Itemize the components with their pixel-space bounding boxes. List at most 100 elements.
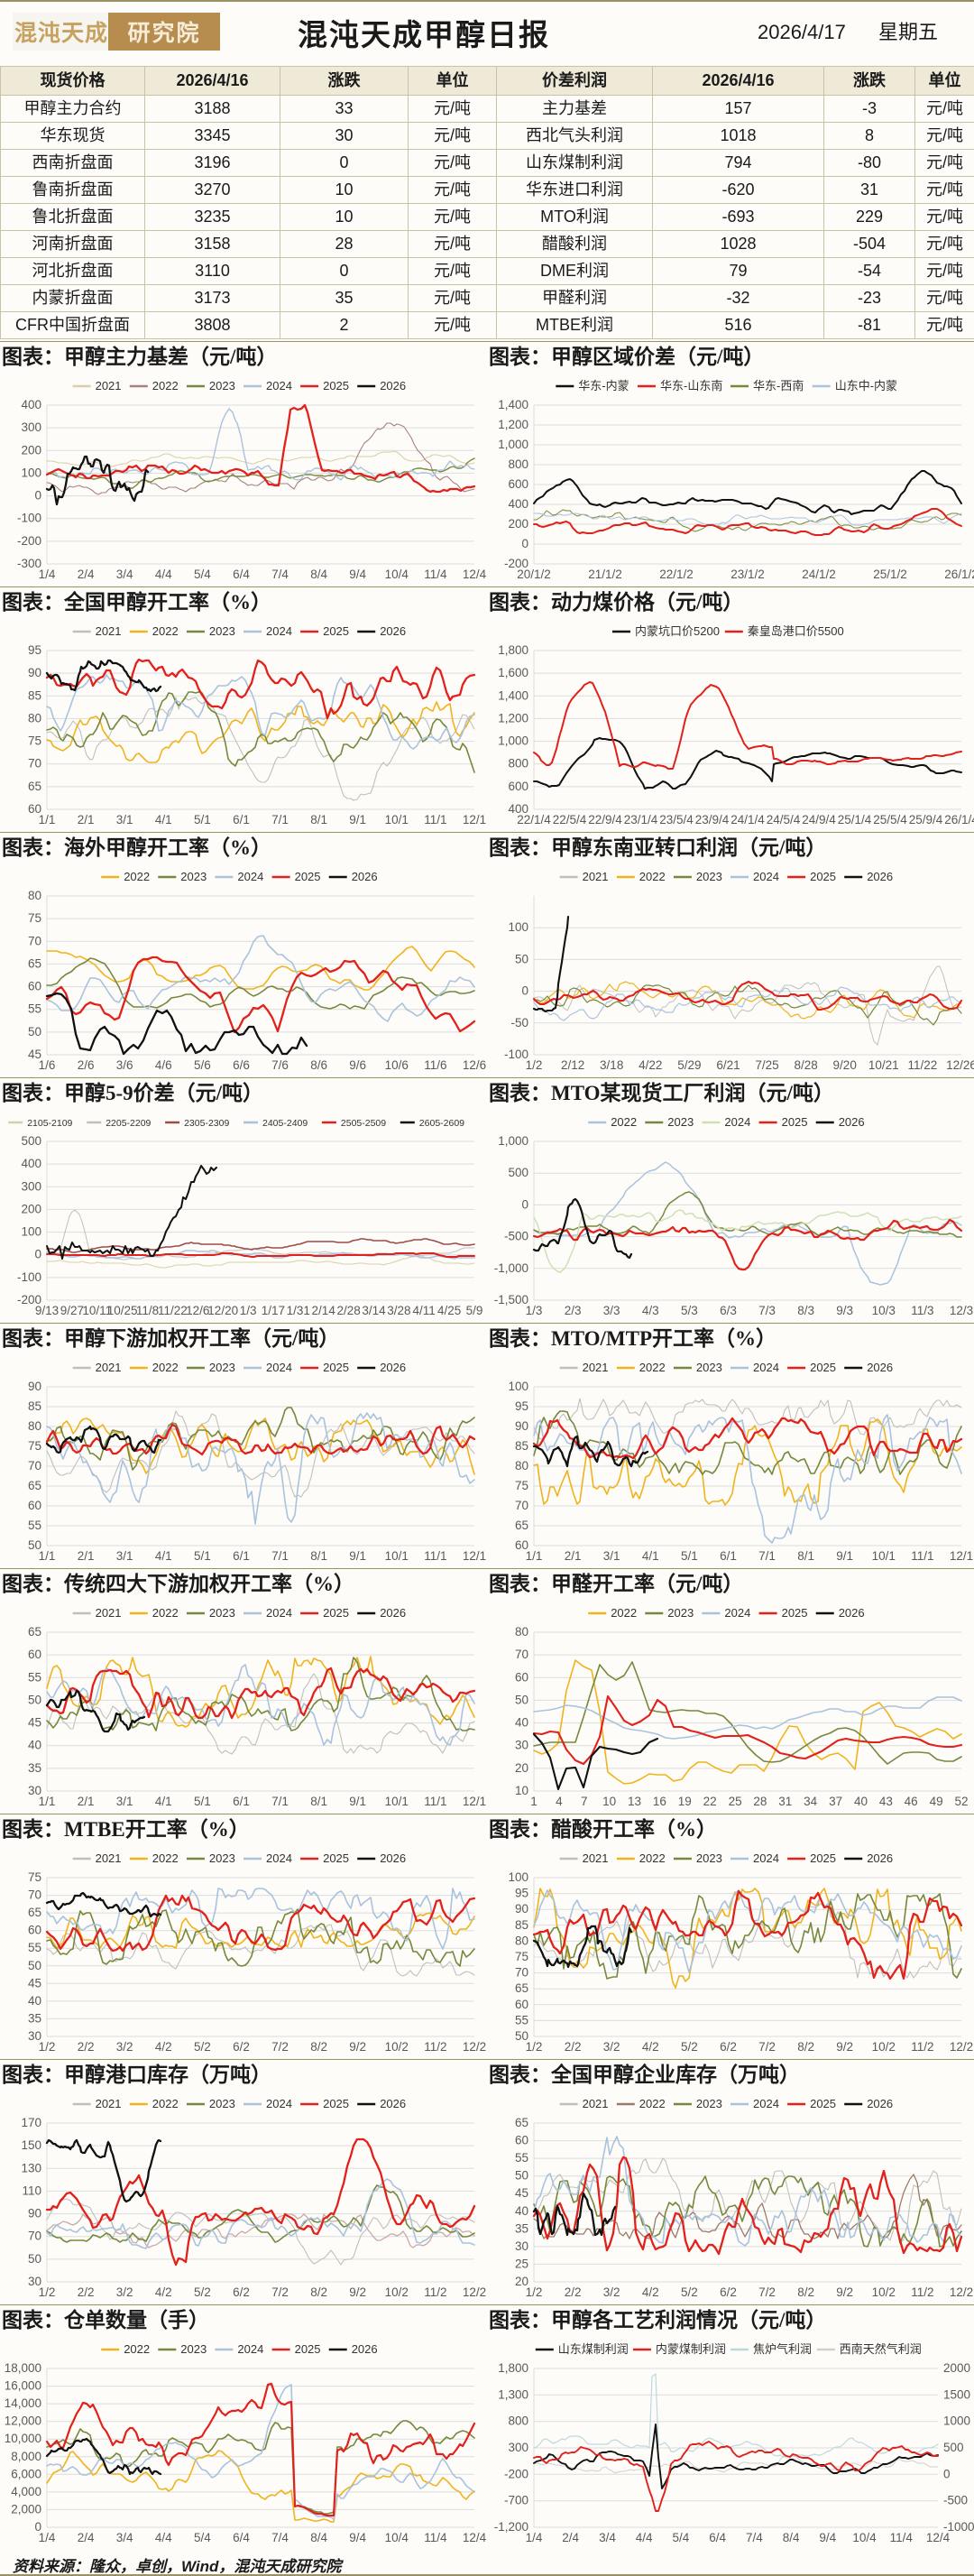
- svg-text:12/6: 12/6: [463, 1058, 486, 1072]
- svg-text:3/4: 3/4: [116, 568, 133, 581]
- svg-text:1/1: 1/1: [39, 1795, 56, 1808]
- svg-text:2023: 2023: [209, 1606, 235, 1620]
- svg-text:46: 46: [905, 1795, 918, 1808]
- svg-text:2025: 2025: [323, 1361, 349, 1374]
- svg-text:11/22: 11/22: [158, 1304, 188, 1317]
- svg-text:图表：MTO/MTP开工率（%）: 图表：MTO/MTP开工率（%）: [489, 1326, 776, 1350]
- svg-text:65: 65: [28, 1906, 41, 1919]
- svg-text:10/6: 10/6: [385, 1058, 409, 1072]
- svg-text:90: 90: [515, 1902, 528, 1916]
- svg-text:12/4: 12/4: [926, 2531, 951, 2544]
- svg-text:图表：甲醇区域价差（元/吨）: 图表：甲醇区域价差（元/吨）: [489, 345, 764, 368]
- svg-text:8/1: 8/1: [797, 1549, 814, 1563]
- svg-text:12/20: 12/20: [207, 1304, 238, 1317]
- svg-text:25/9/4: 25/9/4: [909, 813, 943, 826]
- svg-text:85: 85: [515, 1439, 528, 1453]
- svg-text:1,800: 1,800: [498, 643, 528, 657]
- svg-text:600: 600: [508, 780, 528, 793]
- svg-text:1/17: 1/17: [262, 1304, 285, 1317]
- svg-text:西南天然气利润: 西南天然气利润: [840, 2342, 922, 2356]
- svg-text:35: 35: [28, 2011, 41, 2025]
- svg-text:10/1: 10/1: [385, 813, 409, 826]
- svg-text:5/1: 5/1: [194, 1549, 211, 1563]
- svg-text:16: 16: [653, 1795, 666, 1808]
- svg-text:2/1: 2/1: [78, 1795, 95, 1808]
- svg-text:4/25: 4/25: [437, 1304, 461, 1317]
- svg-text:2024: 2024: [266, 379, 292, 392]
- svg-text:95: 95: [515, 1399, 528, 1413]
- svg-text:65: 65: [515, 2116, 528, 2129]
- svg-text:5/6: 5/6: [194, 1058, 211, 1072]
- svg-text:8/28: 8/28: [794, 1058, 817, 1072]
- svg-text:2026: 2026: [380, 624, 406, 638]
- svg-text:22: 22: [703, 1795, 717, 1808]
- svg-text:26/1/4: 26/1/4: [944, 813, 974, 826]
- svg-text:5/2: 5/2: [194, 2285, 211, 2299]
- svg-text:2021: 2021: [583, 1361, 609, 1374]
- svg-text:6/1: 6/1: [720, 1549, 737, 1563]
- svg-text:-700: -700: [504, 2494, 528, 2507]
- svg-text:0: 0: [943, 2467, 951, 2480]
- svg-text:12/2: 12/2: [950, 2285, 973, 2299]
- svg-text:6/2: 6/2: [720, 2040, 737, 2054]
- svg-text:1500: 1500: [943, 2387, 970, 2401]
- svg-text:1/4: 1/4: [39, 2531, 56, 2544]
- svg-text:2023: 2023: [667, 1115, 694, 1129]
- svg-text:4/1: 4/1: [155, 1795, 172, 1808]
- svg-text:2024: 2024: [237, 2342, 263, 2356]
- svg-text:8/4: 8/4: [310, 2531, 327, 2544]
- svg-text:8/3: 8/3: [797, 1304, 814, 1317]
- svg-text:18,000: 18,000: [5, 2361, 41, 2375]
- svg-text:8/4: 8/4: [310, 568, 327, 581]
- svg-text:2023: 2023: [696, 1361, 722, 1374]
- svg-text:1/31: 1/31: [287, 1304, 310, 1317]
- svg-text:2205-2209: 2205-2209: [106, 1118, 151, 1129]
- svg-text:65: 65: [28, 956, 41, 970]
- svg-text:2023: 2023: [180, 870, 207, 883]
- svg-text:60: 60: [515, 2134, 528, 2147]
- svg-text:7/1: 7/1: [271, 1549, 289, 1563]
- svg-text:12,000: 12,000: [5, 2414, 41, 2428]
- svg-text:70: 70: [28, 2230, 41, 2243]
- svg-text:95: 95: [28, 643, 41, 657]
- svg-text:9/6: 9/6: [349, 1058, 366, 1072]
- svg-text:110: 110: [22, 2184, 41, 2197]
- svg-text:2021: 2021: [96, 379, 122, 392]
- svg-text:10/4: 10/4: [385, 2531, 409, 2544]
- svg-text:85: 85: [515, 1918, 528, 1932]
- svg-text:60: 60: [28, 1499, 41, 1512]
- svg-text:300: 300: [21, 1179, 41, 1193]
- svg-text:2405-2409: 2405-2409: [262, 1118, 308, 1129]
- svg-text:25: 25: [515, 2257, 528, 2270]
- svg-text:焦炉气利润: 焦炉气利润: [753, 2342, 812, 2356]
- svg-text:85: 85: [28, 1399, 41, 1413]
- svg-text:11/8: 11/8: [136, 1304, 159, 1317]
- svg-text:2025: 2025: [323, 624, 349, 638]
- svg-text:7/4: 7/4: [746, 2531, 763, 2544]
- svg-text:12/2: 12/2: [950, 2040, 973, 2054]
- svg-text:7/25: 7/25: [755, 1058, 778, 1072]
- svg-text:12/1: 12/1: [950, 1549, 973, 1563]
- svg-text:图表：海外甲醇开工率（%）: 图表：海外甲醇开工率（%）: [2, 836, 271, 859]
- svg-text:2024: 2024: [266, 1606, 292, 1620]
- svg-text:6/3: 6/3: [720, 1304, 737, 1317]
- svg-text:2023: 2023: [209, 379, 235, 392]
- svg-text:19: 19: [678, 1795, 692, 1808]
- svg-text:4/2: 4/2: [155, 2285, 172, 2299]
- svg-text:2/2: 2/2: [78, 2040, 95, 2054]
- svg-text:6/1: 6/1: [233, 813, 250, 826]
- svg-text:9/2: 9/2: [349, 2040, 366, 2054]
- svg-text:2025: 2025: [782, 1115, 808, 1129]
- svg-text:65: 65: [28, 1625, 41, 1639]
- svg-text:1/2: 1/2: [39, 2285, 56, 2299]
- svg-text:95: 95: [515, 1887, 528, 1900]
- svg-text:55: 55: [28, 1519, 41, 1532]
- svg-text:3/1: 3/1: [603, 1549, 620, 1563]
- svg-text:130: 130: [21, 2161, 41, 2174]
- svg-text:2025: 2025: [782, 1606, 808, 1620]
- svg-text:1: 1: [530, 1795, 538, 1808]
- svg-text:13: 13: [628, 1795, 641, 1808]
- svg-text:2/2: 2/2: [565, 2040, 582, 2054]
- svg-text:5/4: 5/4: [194, 2531, 211, 2544]
- svg-text:23/9/4: 23/9/4: [695, 813, 730, 826]
